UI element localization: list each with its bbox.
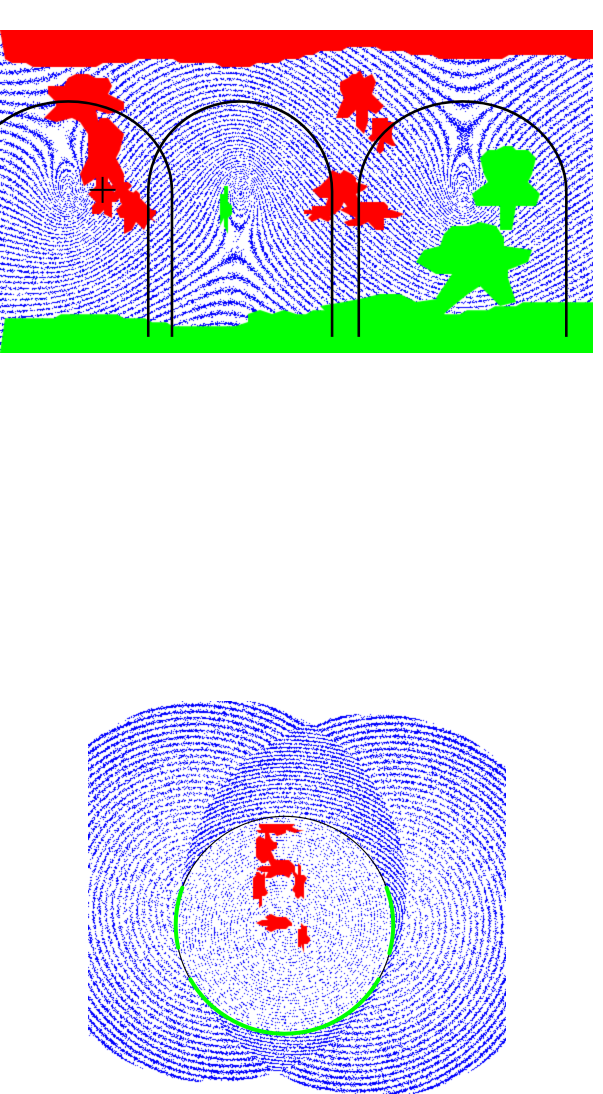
cylindrical-stipple-layer: [0, 30, 593, 353]
black-contour-dome: [357, 100, 568, 337]
figure-canvas: [0, 30, 593, 1094]
cross-marker: [89, 176, 116, 203]
green-rim-arc: [188, 977, 381, 1036]
cylindrical-projection-panel: [0, 30, 593, 353]
green-rim-arc: [173, 885, 185, 950]
cylindrical-projection-svg: [0, 100, 568, 337]
globe-projection-panel: [88, 701, 506, 1094]
black-contour-dome: [0, 100, 174, 337]
globe-projection-svg: [173, 815, 396, 1036]
black-contour-dome: [146, 100, 334, 337]
green-rim-arc: [384, 885, 396, 956]
